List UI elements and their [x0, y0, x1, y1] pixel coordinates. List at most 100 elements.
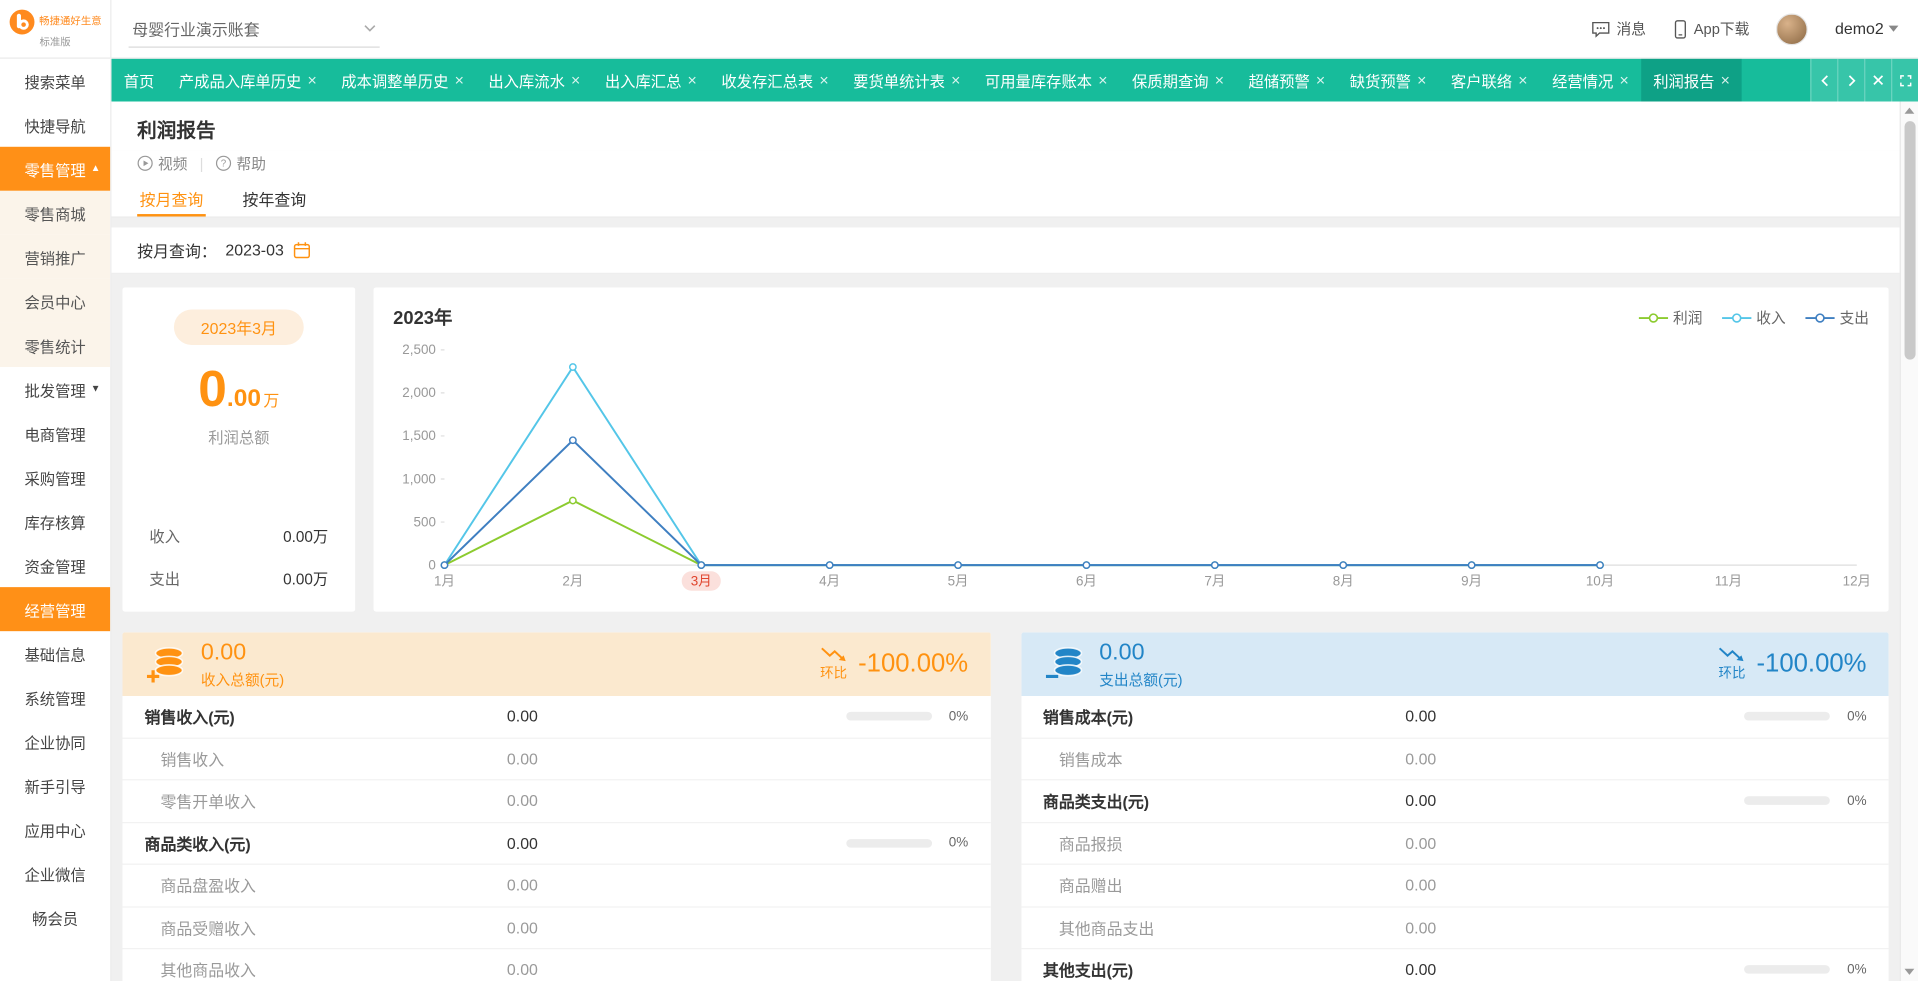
sidebar-item-会员中心[interactable]: 会员中心: [0, 278, 111, 323]
breakdown-row-商品类支出(元): 商品类支出(元) 0.00 0%: [1020, 780, 1889, 823]
breakdown-value: 0.00: [506, 749, 538, 768]
tab-利润报告[interactable]: 利润报告 ×: [1640, 58, 1743, 102]
svg-text:10月: 10月: [1586, 573, 1614, 588]
sidebar-item-零售管理[interactable]: 零售管理 ▲: [0, 146, 111, 191]
query-tab-按月查询[interactable]: 按月查询: [137, 183, 206, 217]
video-link[interactable]: 视频: [137, 153, 187, 174]
vertical-scrollbar[interactable]: [1899, 101, 1918, 981]
sidebar-item-企业微信[interactable]: 企业微信: [0, 851, 110, 895]
sidebar-item-企业协同[interactable]: 企业协同: [0, 719, 110, 763]
scroll-up-icon[interactable]: [1904, 107, 1915, 114]
tab-scroll-right-button[interactable]: [1837, 58, 1865, 102]
breakdown-label: 零售开单收入: [160, 792, 256, 812]
svg-text:2月: 2月: [562, 573, 583, 588]
legend-item-收入[interactable]: 收入: [1722, 307, 1786, 328]
sidebar-item-零售统计[interactable]: 零售统计: [0, 322, 111, 367]
sidebar-item-搜索菜单[interactable]: 搜索菜单: [0, 59, 110, 103]
tab-label: 超储预警: [1248, 73, 1310, 91]
tab-要货单统计表[interactable]: 要货单统计表 ×: [841, 59, 973, 102]
tab-close-icon[interactable]: ×: [1518, 70, 1528, 90]
tab-close-icon[interactable]: ×: [1619, 70, 1629, 90]
tab-close-icon[interactable]: ×: [1098, 70, 1108, 90]
sidebar-item-系统管理[interactable]: 系统管理: [0, 675, 110, 719]
month-filter-value[interactable]: 2023-03: [225, 240, 284, 260]
tab-close-icon[interactable]: ×: [1417, 70, 1427, 90]
sidebar-item-label: 零售商城: [24, 206, 86, 224]
tab-close-icon[interactable]: ×: [951, 70, 961, 90]
tab-缺货预警[interactable]: 缺货预警 ×: [1337, 59, 1438, 102]
account-select[interactable]: 母婴行业演示账套: [128, 10, 380, 48]
sidebar-item-批发管理[interactable]: 批发管理 ▼: [0, 367, 110, 411]
tab-客户联络[interactable]: 客户联络 ×: [1439, 59, 1540, 102]
sidebar-item-新手引导[interactable]: 新手引导: [0, 763, 110, 807]
calendar-icon[interactable]: [292, 241, 310, 259]
tab-label: 利润报告: [1653, 73, 1715, 91]
tab-close-icon[interactable]: ×: [687, 70, 697, 90]
scroll-down-icon[interactable]: [1904, 968, 1915, 975]
tab-成本调整单历史[interactable]: 成本调整单历史 ×: [329, 59, 476, 102]
sidebar-item-资金管理[interactable]: 资金管理: [0, 543, 110, 587]
message-icon: [1591, 21, 1610, 38]
sidebar-item-零售商城[interactable]: 零售商城: [0, 190, 111, 235]
scrollbar-thumb[interactable]: [1903, 121, 1915, 360]
tab-产成品入库单历史[interactable]: 产成品入库单历史 ×: [167, 59, 329, 102]
sidebar-item-采购管理[interactable]: 采购管理: [0, 455, 110, 499]
avatar[interactable]: [1776, 12, 1809, 45]
user-menu[interactable]: demo2: [1835, 20, 1899, 38]
tab-收发存汇总表[interactable]: 收发存汇总表 ×: [709, 59, 841, 102]
sidebar-item-库存核算[interactable]: 库存核算: [0, 499, 110, 543]
query-tab-按年查询[interactable]: 按年查询: [242, 190, 307, 210]
tab-close-icon[interactable]: ×: [454, 70, 464, 90]
tab-出入库汇总[interactable]: 出入库汇总 ×: [593, 59, 709, 102]
sidebar-item-label: 采购管理: [24, 470, 86, 488]
help-link[interactable]: ? 帮助: [216, 153, 266, 174]
breakdown-row-其他支出(元): 其他支出(元) 0.00 0%: [1021, 949, 1889, 981]
tab-close-icon[interactable]: ×: [571, 70, 581, 90]
breakdown-value: 0.00: [1405, 918, 1437, 937]
sidebar-item-营销推广[interactable]: 营销推广: [0, 234, 111, 279]
svg-text:4月: 4月: [819, 573, 840, 588]
legend-marker-icon: [1805, 312, 1835, 323]
legend-marker-icon: [1722, 312, 1752, 323]
legend-item-利润[interactable]: 利润: [1638, 307, 1702, 328]
sidebar-item-经营管理[interactable]: 经营管理: [0, 587, 111, 632]
logo-area: 畅捷通好生意 标准版: [0, 0, 112, 59]
sidebar-item-基础信息[interactable]: 基础信息: [0, 631, 110, 675]
breakdown-row-零售开单收入: 零售开单收入 0.00: [122, 780, 991, 823]
tab-保质期查询[interactable]: 保质期查询 ×: [1120, 59, 1236, 102]
fullscreen-icon[interactable]: [1891, 58, 1918, 102]
summary-row-支出: 支出 0.00万: [140, 557, 338, 600]
expense-mom: 环比 -100.00%: [1718, 646, 1867, 683]
tab-close-icon[interactable]: ×: [1214, 70, 1225, 90]
page: 利润报告 视频 | ? 帮助: [111, 101, 1900, 981]
tab-strip: 首页 产成品入库单历史 × 成本调整单历史 × 出入库流水 × 出入库汇总 × 收发存汇总表 × 要货…: [111, 58, 1810, 102]
mom-label: 环比: [1718, 666, 1746, 682]
spacer: [111, 218, 1899, 228]
tab-close-icon[interactable]: ×: [1315, 70, 1326, 90]
tab-经营情况[interactable]: 经营情况 ×: [1540, 59, 1641, 102]
tab-可用量库存账本[interactable]: 可用量库存账本 ×: [973, 59, 1120, 102]
chevron-down-icon: ▼: [90, 382, 101, 394]
sidebar-item-快捷导航[interactable]: 快捷导航: [0, 103, 110, 147]
sidebar-item-label: 经营管理: [24, 602, 86, 620]
sidebar-item-应用中心[interactable]: 应用中心: [0, 807, 110, 851]
app-download-button[interactable]: App下载: [1673, 18, 1749, 39]
svg-text:0: 0: [428, 557, 435, 572]
sidebar-item-label: 畅会员: [32, 910, 79, 928]
tab-超储预警[interactable]: 超储预警 ×: [1236, 59, 1337, 102]
tab-close-icon[interactable]: ×: [1720, 70, 1730, 90]
messages-label: 消息: [1616, 20, 1646, 38]
breakdown-value: 0.00: [506, 876, 538, 895]
tab-scroll-left-button[interactable]: [1810, 58, 1838, 102]
tab-close-icon[interactable]: ×: [307, 70, 317, 90]
sidebar-item-电商管理[interactable]: 电商管理: [0, 411, 110, 455]
sidebar-item-畅会员[interactable]: 畅会员: [0, 895, 110, 939]
tab-首页[interactable]: 首页: [111, 59, 166, 102]
video-label: 视频: [157, 155, 188, 173]
messages-button[interactable]: 消息: [1591, 18, 1646, 39]
tab-出入库流水[interactable]: 出入库流水 ×: [476, 59, 592, 102]
tab-close-icon[interactable]: ×: [819, 70, 829, 90]
help-label: 帮助: [236, 155, 266, 173]
close-all-tabs-button[interactable]: [1864, 58, 1892, 102]
legend-item-支出[interactable]: 支出: [1805, 307, 1869, 328]
